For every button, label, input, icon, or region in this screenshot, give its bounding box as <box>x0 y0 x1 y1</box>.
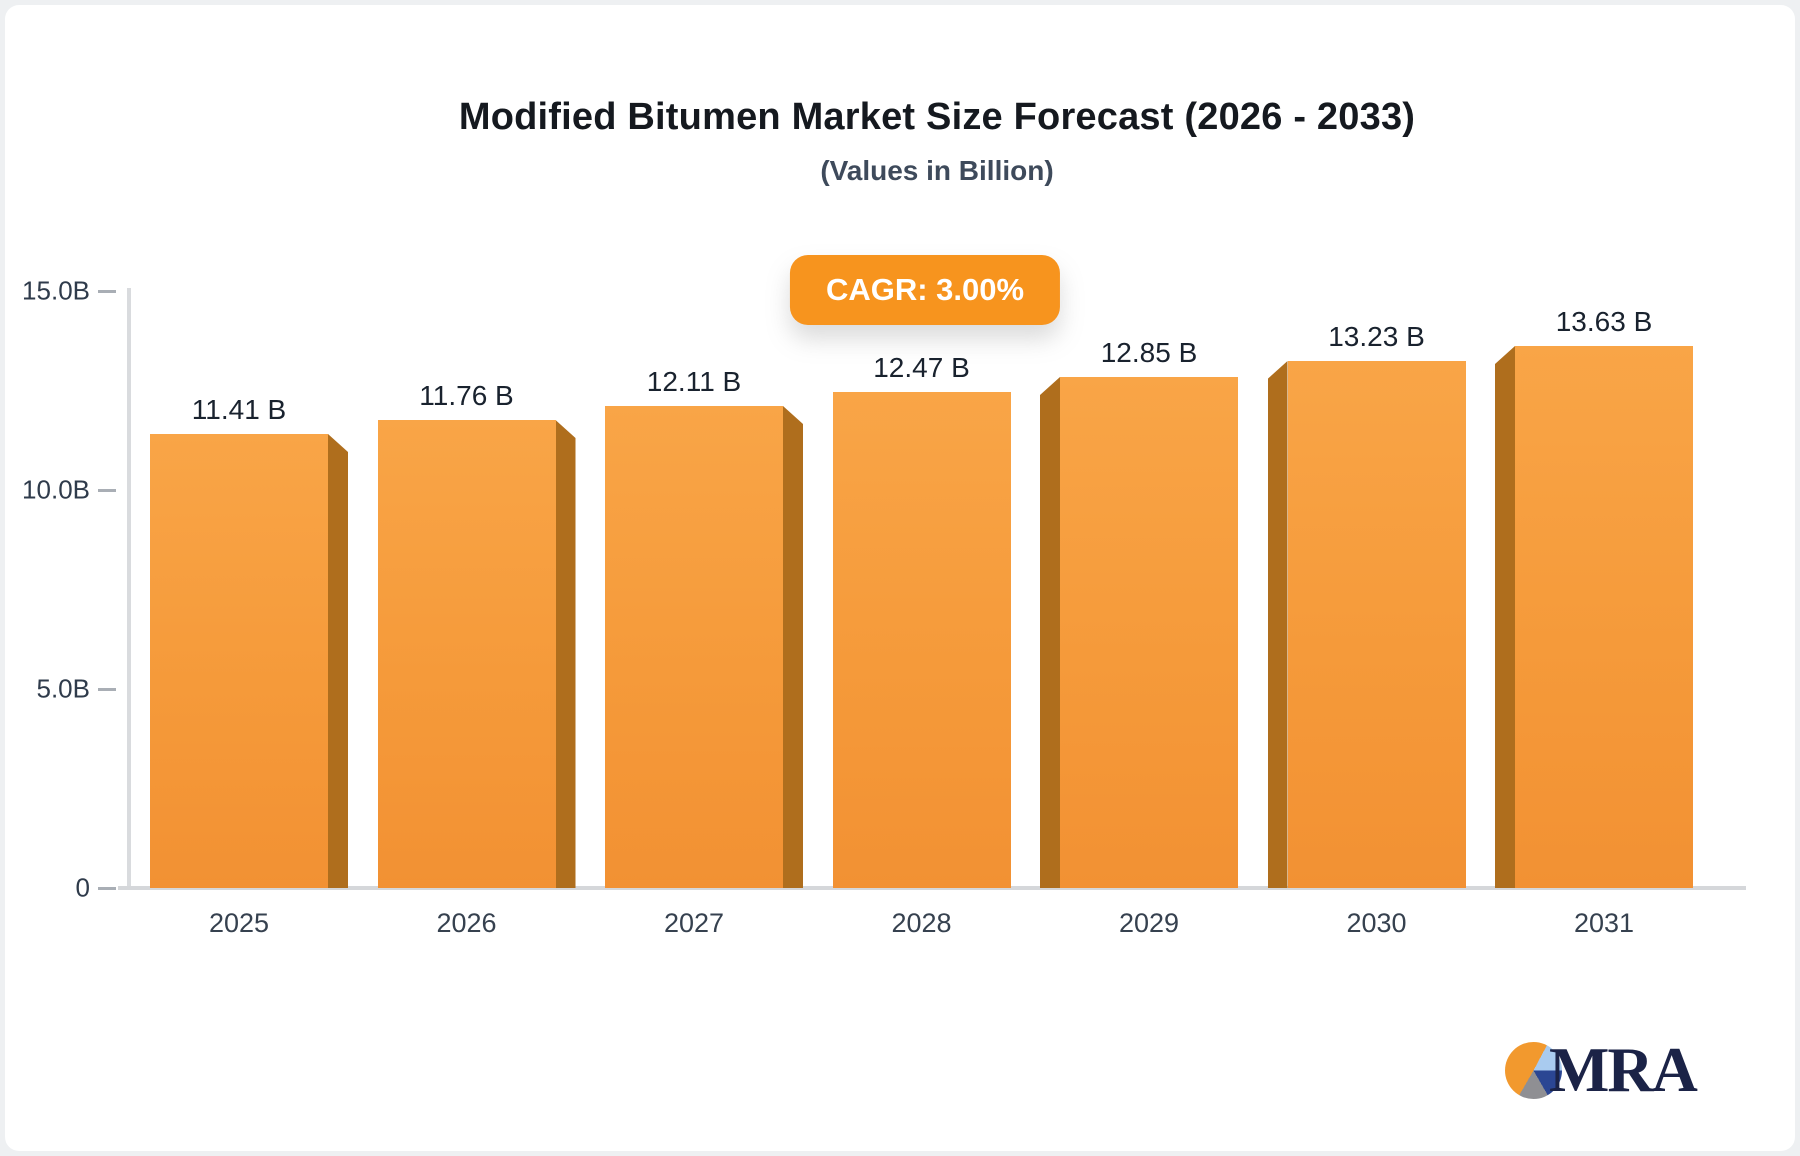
bar-2028: 12.47 B 2028 <box>832 352 1011 938</box>
x-axis-baseline <box>118 886 1746 890</box>
logo-pie-icon <box>1505 1041 1562 1099</box>
bar-face: 12.47 B 2028 <box>832 352 1011 938</box>
bar-side-face <box>1495 346 1515 888</box>
y-axis-tick-label: 10.0B <box>22 474 90 505</box>
bar-2031: 13.63 B 2031 <box>1495 306 1693 938</box>
bar-side-face <box>555 420 576 888</box>
x-axis-year-label: 2031 <box>1573 908 1635 938</box>
chart-subtitle: (Values in Billion) <box>820 155 1054 186</box>
y-axis-tick-dash <box>98 688 116 691</box>
bar-side-face <box>1267 361 1288 888</box>
x-axis-year-label: 2029 <box>1118 908 1180 938</box>
chart-header: Modified Bitumen Market Size Forecast (2… <box>130 96 1744 187</box>
bar-value-label: 13.23 B <box>1328 321 1425 352</box>
y-axis-tick-dash <box>98 489 116 492</box>
brand-logo: MRA <box>1505 1034 1698 1105</box>
bar-side-face <box>783 406 803 888</box>
bar-value-label: 11.76 B <box>419 380 514 411</box>
cagr-badge: CAGR: 3.00% <box>789 255 1061 325</box>
bar-2027: 12.11 B 2027 <box>605 366 803 938</box>
bar-value-label: 13.63 B <box>1555 306 1653 337</box>
bar-2025: 11.41 B 2025 <box>150 394 348 938</box>
y-axis-tick-label: 0 <box>75 872 90 903</box>
x-axis-year-label: 2030 <box>1346 908 1407 938</box>
x-axis-year-label: 2026 <box>436 908 497 938</box>
bar-value-label: 12.85 B <box>1100 337 1198 368</box>
bar-face: 11.41 B 2025 <box>150 394 328 938</box>
bar-side-face <box>328 434 348 888</box>
bar-value-label: 11.41 B <box>191 394 287 425</box>
bar-face: 13.63 B 2031 <box>1515 306 1693 938</box>
bar-face: 13.23 B 2030 <box>1287 321 1466 938</box>
x-axis-year-label: 2028 <box>891 908 952 938</box>
bar-value-label: 12.47 B <box>873 352 970 383</box>
bar-face: 11.76 B 2026 <box>377 380 556 938</box>
bar-face: 12.11 B 2027 <box>605 366 783 938</box>
bar-2026: 11.76 B 2026 <box>377 380 576 938</box>
bar-2030: 13.23 B 2030 <box>1267 321 1466 938</box>
y-axis-tick-dash <box>98 887 116 890</box>
bar-2029: 12.85 B 2029 <box>1040 337 1238 938</box>
bar-value-label: 12.11 B <box>646 366 742 397</box>
y-axis-line <box>127 288 131 888</box>
chart-title: Modified Bitumen Market Size Forecast (2… <box>458 96 1416 138</box>
bar-side-face <box>1040 377 1060 888</box>
logo-text: MRA <box>1549 1034 1698 1105</box>
y-axis-tick-dash <box>98 290 116 293</box>
x-axis-year-label: 2025 <box>208 908 270 938</box>
x-axis-year-label: 2027 <box>663 908 725 938</box>
bar-face: 12.85 B 2029 <box>1060 337 1238 938</box>
y-axis-tick-label: 5.0B <box>36 673 91 704</box>
y-axis-tick-label: 15.0B <box>22 275 90 306</box>
